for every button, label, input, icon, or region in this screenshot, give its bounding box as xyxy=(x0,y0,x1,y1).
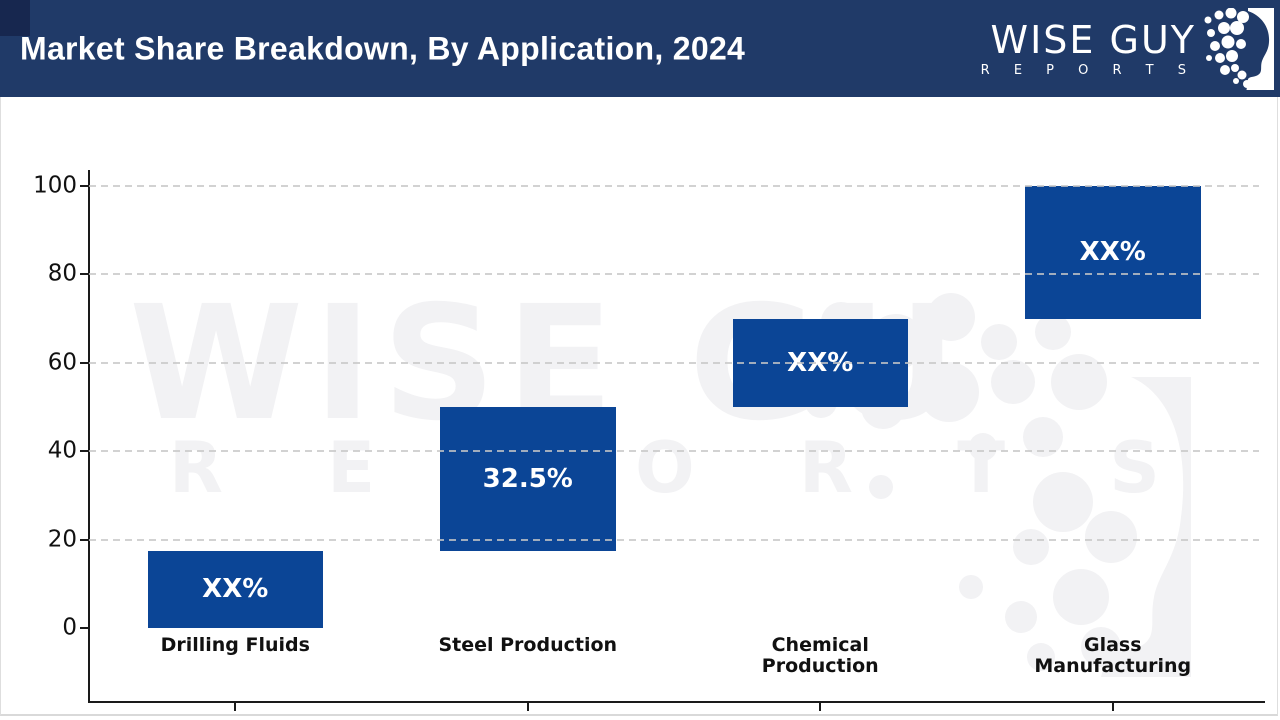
x-axis-tick-marks xyxy=(89,703,1259,711)
logo-wordmark: WISE GUY xyxy=(990,18,1196,62)
bar-steel-production: 32.5% xyxy=(440,407,616,551)
x-category-label-line: Glass xyxy=(1083,634,1142,656)
bar-value-label: 32.5% xyxy=(482,463,573,494)
wise-guy-reports-logo: WISE GUY R E P O R T S xyxy=(971,6,1274,92)
x-category-label-line: Steel Production xyxy=(438,634,618,656)
y-tick-label-40: 40 xyxy=(47,437,77,464)
x-category-label: Glass Manufacturing xyxy=(967,635,1260,677)
gridline-60 xyxy=(89,361,1259,364)
bar-glass-manufacturing: XX% xyxy=(1025,186,1201,319)
header-banner: Market Share Breakdown, By Application, … xyxy=(0,0,1280,97)
gridline-20 xyxy=(89,538,1259,541)
plot-area: XX% 32.5% XX% XX% xyxy=(89,185,1259,628)
y-tick-mark-20 xyxy=(80,538,88,541)
y-tick-mark-0 xyxy=(80,627,88,629)
y-axis-line xyxy=(88,170,90,703)
logo-face-icon xyxy=(1204,8,1274,90)
x-tick-mark-4 xyxy=(1111,703,1114,711)
y-tick-mark-60 xyxy=(80,361,88,364)
bar-value-label: XX% xyxy=(202,574,269,605)
gridline-100 xyxy=(89,185,1259,187)
y-tick-label-60: 60 xyxy=(47,349,77,376)
y-tick-label-0: 0 xyxy=(62,614,77,641)
y-tick-label-100: 100 xyxy=(33,172,77,199)
y-tick-label-20: 20 xyxy=(47,526,77,553)
x-tick-mark-1 xyxy=(234,703,237,711)
x-category-label-line: Manufacturing xyxy=(1034,655,1192,677)
logo-subtitle: R E P O R T S xyxy=(980,63,1196,78)
gridline-80 xyxy=(89,273,1259,276)
logo-text: WISE GUY R E P O R T S xyxy=(971,20,1196,78)
y-tick-mark-100 xyxy=(80,185,88,187)
y-tick-mark-80 xyxy=(80,273,88,276)
x-category-label-line: Production xyxy=(761,655,879,677)
x-category-label: Drilling Fluids xyxy=(89,635,382,656)
y-axis-tick-marks xyxy=(80,185,88,629)
x-axis-line xyxy=(88,701,1265,703)
chart-area: WISE GU R E P O R T S 0 20 40 60 80 100 XX% 32… xyxy=(0,97,1278,716)
header-corner-accent xyxy=(0,0,30,36)
x-category-label-line: Chemical xyxy=(771,634,869,656)
x-category-label: Steel Production xyxy=(382,635,675,656)
x-tick-mark-3 xyxy=(819,703,822,711)
bar-value-label: XX% xyxy=(1079,237,1146,268)
x-category-label: Chemical Production xyxy=(674,635,967,677)
y-tick-label-80: 80 xyxy=(47,260,77,287)
page-title: Market Share Breakdown, By Application, … xyxy=(20,30,746,66)
y-axis-labels: 0 20 40 60 80 100 xyxy=(1,174,77,639)
x-category-label-line: Drilling Fluids xyxy=(160,634,310,656)
gridline-40 xyxy=(89,450,1259,453)
bar-drilling-fluids: XX% xyxy=(147,550,323,628)
y-tick-mark-40 xyxy=(80,450,88,453)
x-tick-mark-2 xyxy=(526,703,529,711)
